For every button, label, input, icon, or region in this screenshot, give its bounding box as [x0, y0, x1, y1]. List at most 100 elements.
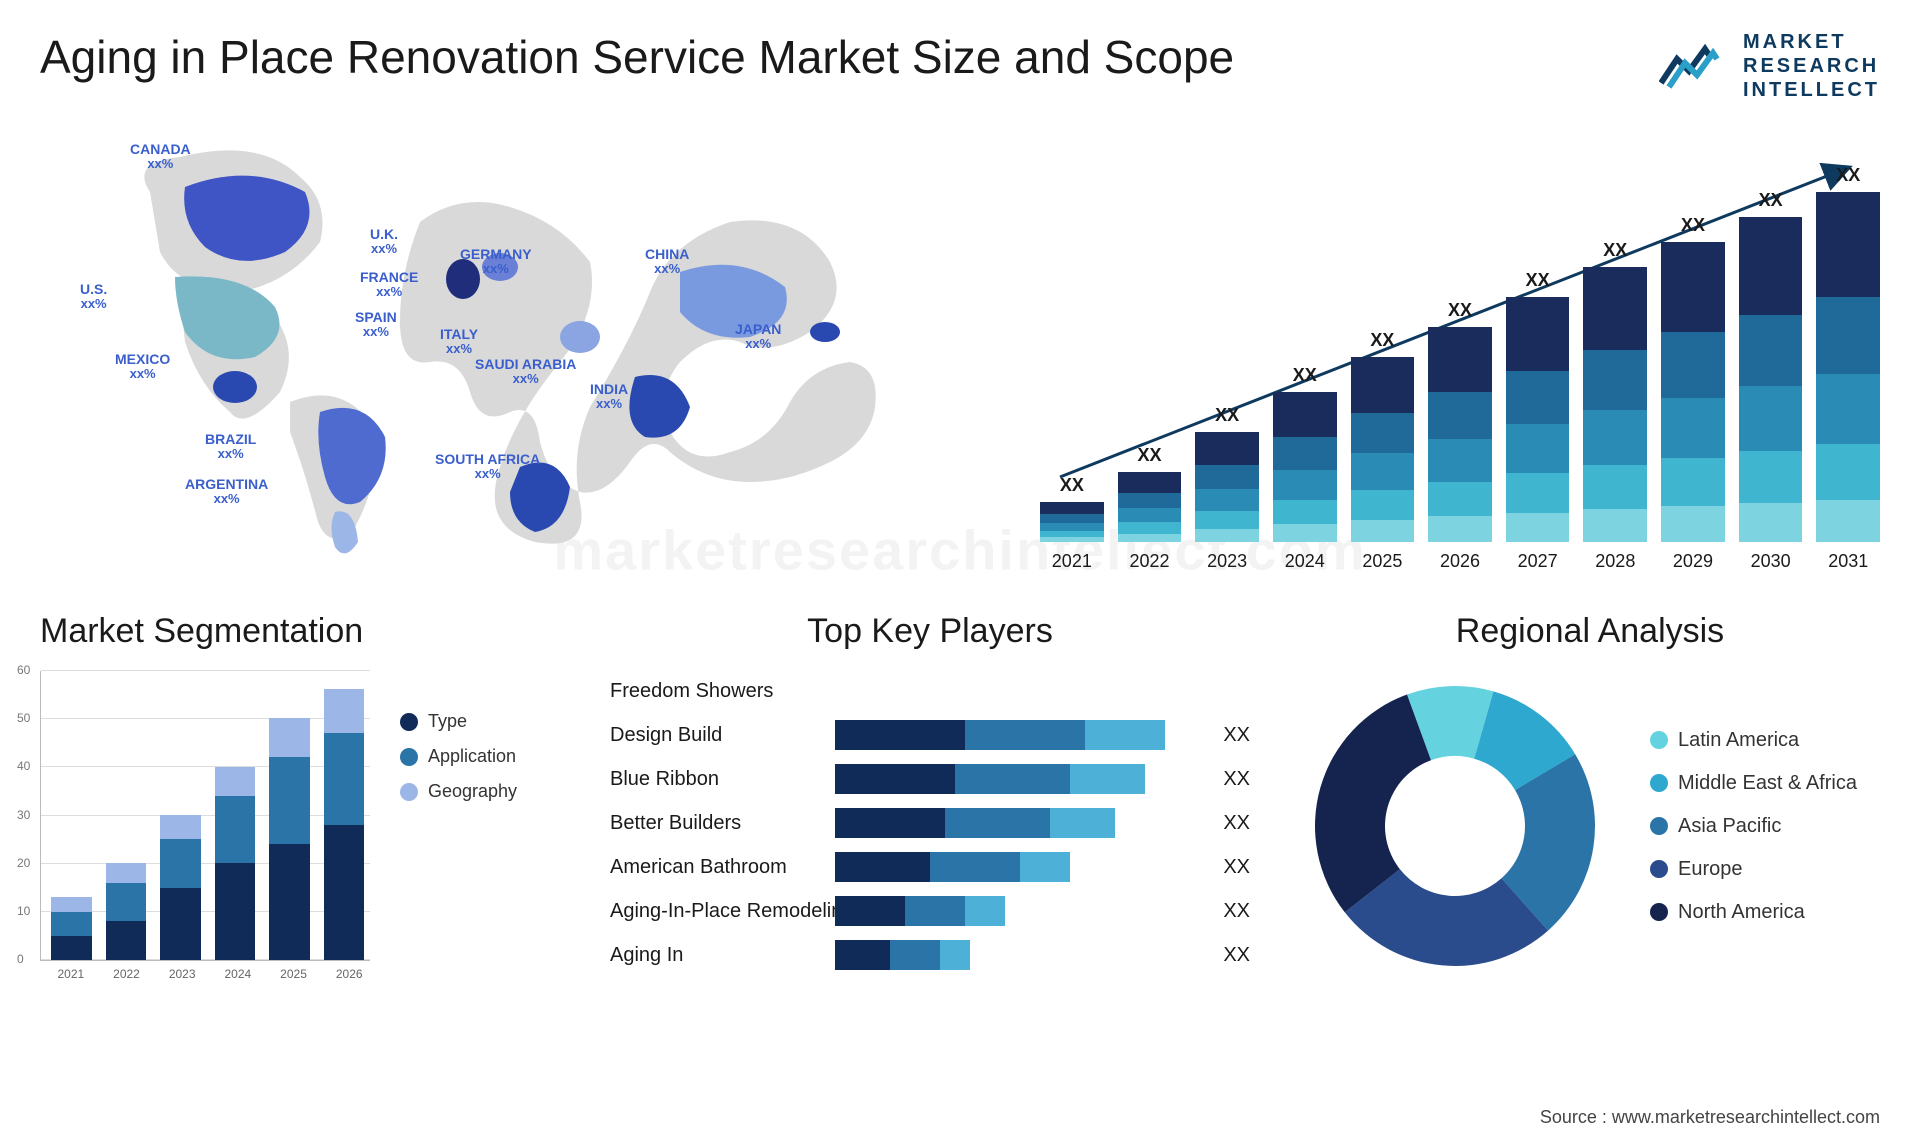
map-label: BRAZILxx% — [205, 432, 256, 462]
legend-item: Middle East & Africa — [1650, 772, 1857, 795]
growth-bar-chart: XXXXXXXXXXXXXXXXXXXXXX 20212022202320242… — [1020, 132, 1880, 572]
segmentation-chart: 0102030405060 — [40, 671, 370, 961]
player-name: Aging-In-Place Remodeling — [610, 900, 835, 923]
year-label: 2029 — [1661, 551, 1725, 572]
regional-panel: Regional Analysis Latin America Middle Ea… — [1300, 612, 1880, 1052]
map-label: JAPANxx% — [735, 322, 781, 352]
bar-value-label: XX — [1060, 475, 1084, 496]
map-label: CHINAxx% — [645, 247, 689, 277]
growth-bar: XX — [1118, 445, 1182, 542]
map-label: U.S.xx% — [80, 282, 107, 312]
year-label: 2021 — [1040, 551, 1104, 572]
year-label: 2030 — [1739, 551, 1803, 572]
map-label: ITALYxx% — [440, 327, 478, 357]
year-label: 2022 — [1118, 551, 1182, 572]
player-row: Better Builders XX — [610, 803, 1250, 843]
bar-value-label: XX — [1526, 270, 1550, 291]
player-value: XX — [1223, 812, 1250, 835]
bar-value-label: XX — [1759, 190, 1783, 211]
growth-bar: XX — [1506, 270, 1570, 542]
growth-bar: XX — [1428, 300, 1492, 542]
bar-value-label: XX — [1293, 365, 1317, 386]
players-list: Freedom ShowersDesign BuildXXBlue Ribbon… — [610, 671, 1250, 975]
player-name: Blue Ribbon — [610, 768, 835, 791]
map-label: U.K.xx% — [370, 227, 398, 257]
player-row: American Bathroom XX — [610, 847, 1250, 887]
map-label: GERMANYxx% — [460, 247, 532, 277]
player-name: Aging In — [610, 944, 835, 967]
legend-item: Asia Pacific — [1650, 815, 1857, 838]
growth-bar: XX — [1661, 215, 1725, 542]
logo-line3: INTELLECT — [1743, 78, 1880, 102]
player-name: Better Builders — [610, 812, 835, 835]
segmentation-bar — [269, 718, 310, 960]
legend-item: North America — [1650, 901, 1857, 924]
player-row: Design Build XX — [610, 715, 1250, 755]
logo-line1: MARKET — [1743, 30, 1880, 54]
player-value: XX — [1223, 900, 1250, 923]
legend-item: Type — [400, 711, 517, 732]
player-name: American Bathroom — [610, 856, 835, 879]
player-value: XX — [1223, 724, 1250, 747]
player-row: Blue Ribbon XX — [610, 759, 1250, 799]
segmentation-bar — [215, 767, 256, 960]
legend-item: Latin America — [1650, 729, 1857, 752]
growth-bar: XX — [1351, 330, 1415, 542]
year-label: 2031 — [1816, 551, 1880, 572]
map-label: ARGENTINAxx% — [185, 477, 268, 507]
bar-value-label: XX — [1836, 165, 1860, 186]
segmentation-bar — [160, 815, 201, 960]
legend-item: Geography — [400, 781, 517, 802]
seg-year-label: 2021 — [50, 967, 92, 981]
seg-year-label: 2026 — [328, 967, 370, 981]
segmentation-legend: Type Application Geography — [400, 671, 517, 981]
growth-bar: XX — [1040, 475, 1104, 542]
player-row: Freedom Showers — [610, 671, 1250, 711]
bar-value-label: XX — [1603, 240, 1627, 261]
page-title: Aging in Place Renovation Service Market… — [40, 30, 1234, 84]
source-label: Source : www.marketresearchintellect.com — [1540, 1107, 1880, 1128]
map-label: SPAINxx% — [355, 310, 397, 340]
seg-year-label: 2025 — [273, 967, 315, 981]
map-label: MEXICOxx% — [115, 352, 170, 382]
segmentation-bar — [106, 863, 147, 960]
player-row: Aging-In-Place Remodeling XX — [610, 891, 1250, 931]
growth-bar: XX — [1273, 365, 1337, 542]
player-row: Aging In XX — [610, 935, 1250, 975]
segmentation-bar — [51, 897, 92, 960]
donut-slice — [1315, 694, 1431, 912]
segmentation-panel: Market Segmentation 0102030405060 202120… — [40, 612, 560, 1052]
logo-icon — [1659, 41, 1729, 91]
player-value: XX — [1223, 856, 1250, 879]
year-label: 2028 — [1583, 551, 1647, 572]
year-label: 2026 — [1428, 551, 1492, 572]
growth-bar: XX — [1583, 240, 1647, 542]
map-label: CANADAxx% — [130, 142, 191, 172]
seg-year-label: 2024 — [217, 967, 259, 981]
brand-logo: MARKET RESEARCH INTELLECT — [1659, 30, 1880, 102]
map-label: SAUDI ARABIAxx% — [475, 357, 576, 387]
regional-title: Regional Analysis — [1300, 612, 1880, 651]
growth-bar: XX — [1739, 190, 1803, 542]
player-value: XX — [1223, 768, 1250, 791]
players-title: Top Key Players — [610, 612, 1250, 651]
year-label: 2023 — [1195, 551, 1259, 572]
map-svg — [40, 132, 960, 572]
header: Aging in Place Renovation Service Market… — [40, 30, 1880, 102]
player-name: Design Build — [610, 724, 835, 747]
player-value: XX — [1223, 944, 1250, 967]
lower-row: Market Segmentation 0102030405060 202120… — [40, 612, 1880, 1052]
map-label: FRANCExx% — [360, 270, 418, 300]
bar-value-label: XX — [1681, 215, 1705, 236]
year-label: 2025 — [1351, 551, 1415, 572]
year-label: 2024 — [1273, 551, 1337, 572]
growth-bar: XX — [1816, 165, 1880, 542]
legend-item: Application — [400, 746, 517, 767]
year-label: 2027 — [1506, 551, 1570, 572]
logo-text: MARKET RESEARCH INTELLECT — [1743, 30, 1880, 102]
regional-donut — [1300, 671, 1610, 981]
seg-year-label: 2023 — [161, 967, 203, 981]
map-label: INDIAxx% — [590, 382, 628, 412]
bar-value-label: XX — [1370, 330, 1394, 351]
bar-value-label: XX — [1448, 300, 1472, 321]
